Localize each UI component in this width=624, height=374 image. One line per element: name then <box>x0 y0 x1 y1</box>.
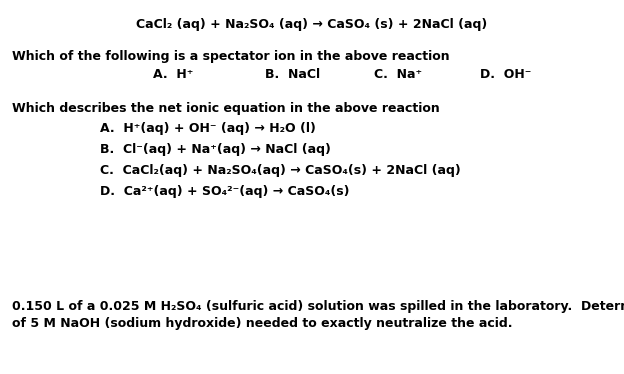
Text: A.  H⁺(aq) + OH⁻ (aq) → H₂O (l): A. H⁺(aq) + OH⁻ (aq) → H₂O (l) <box>100 122 316 135</box>
Text: C.  Na⁺: C. Na⁺ <box>374 68 422 81</box>
Text: B.  NaCl: B. NaCl <box>265 68 320 81</box>
Text: 0.150 L of a 0.025 M H₂SO₄ (sulfuric acid) solution was spilled in the laborator: 0.150 L of a 0.025 M H₂SO₄ (sulfuric aci… <box>12 300 624 313</box>
Text: B.  Cl⁻(aq) + Na⁺(aq) → NaCl (aq): B. Cl⁻(aq) + Na⁺(aq) → NaCl (aq) <box>100 143 331 156</box>
Text: A.  H⁺: A. H⁺ <box>153 68 193 81</box>
Text: C.  CaCl₂(aq) + Na₂SO₄(aq) → CaSO₄(s) + 2NaCl (aq): C. CaCl₂(aq) + Na₂SO₄(aq) → CaSO₄(s) + 2… <box>100 164 461 177</box>
Text: of 5 M NaOH (sodium hydroxide) needed to exactly neutralize the acid.: of 5 M NaOH (sodium hydroxide) needed to… <box>12 317 512 330</box>
Text: D.  OH⁻: D. OH⁻ <box>480 68 532 81</box>
Text: D.  Ca²⁺(aq) + SO₄²⁻(aq) → CaSO₄(s): D. Ca²⁺(aq) + SO₄²⁻(aq) → CaSO₄(s) <box>100 185 349 198</box>
Text: Which of the following is a spectator ion in the above reaction: Which of the following is a spectator io… <box>12 50 450 63</box>
Text: Which describes the net ionic equation in the above reaction: Which describes the net ionic equation i… <box>12 102 440 115</box>
Text: CaCl₂ (aq) + Na₂SO₄ (aq) → CaSO₄ (s) + 2NaCl (aq): CaCl₂ (aq) + Na₂SO₄ (aq) → CaSO₄ (s) + 2… <box>137 18 487 31</box>
